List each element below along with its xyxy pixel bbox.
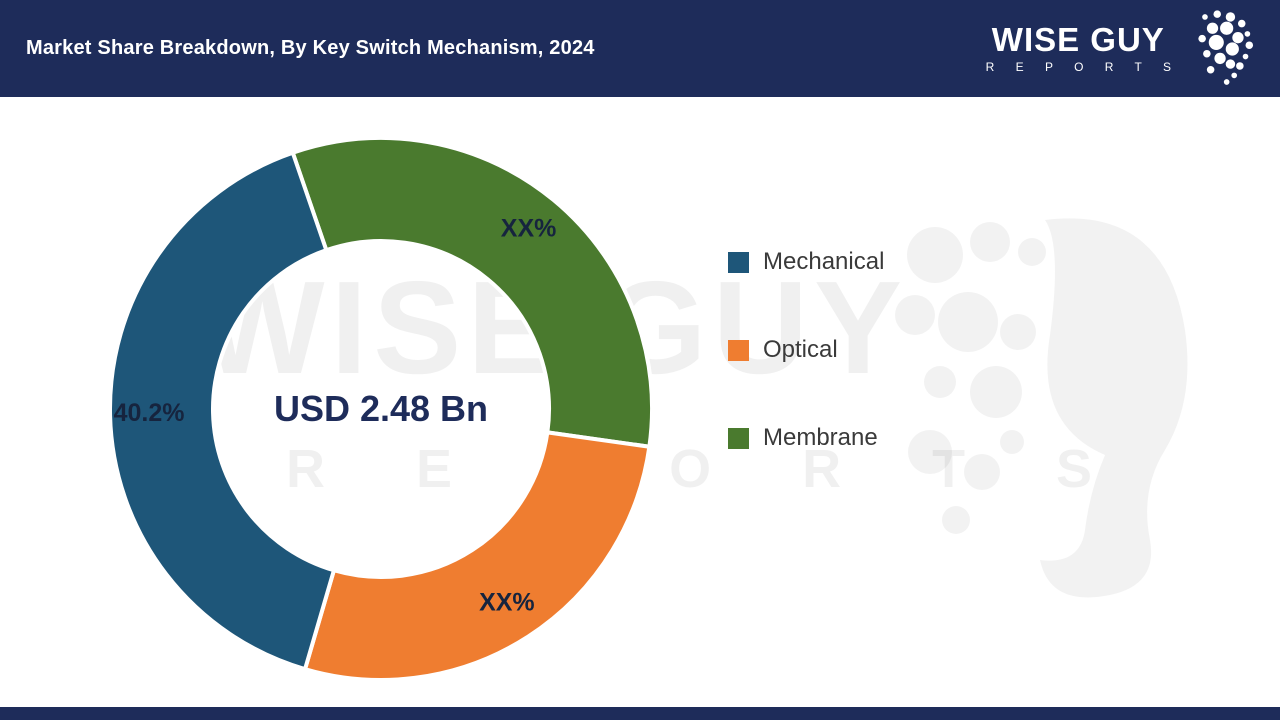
header-bar: Market Share Breakdown, By Key Switch Me… [0, 0, 1280, 97]
legend-swatch-membrane [728, 427, 749, 449]
pie-slice-optical [303, 430, 652, 682]
footer-bar [0, 707, 1280, 720]
legend-label-mechanical: Mechanical [763, 248, 885, 275]
legend-item-optical: Optical [728, 336, 884, 364]
slice-label-membrane: XX% [501, 215, 557, 243]
legend-swatch-mechanical [728, 251, 749, 273]
legend-item-membrane: Membrane [728, 424, 884, 452]
logo-head-dots-icon [1198, 9, 1254, 85]
logo-text: WISE GUY R E P O R T S [977, 23, 1180, 74]
background-head-watermark [895, 218, 1188, 598]
slice-label-optical: XX% [479, 588, 535, 616]
logo-wordmark: WISE GUY [991, 21, 1165, 58]
slice-label-mechanical: 40.2% [114, 399, 185, 427]
legend-label-membrane: Membrane [763, 424, 878, 451]
chart-center-value: USD 2.48 Bn [273, 388, 489, 429]
legend-swatch-optical [728, 339, 749, 361]
legend-label-optical: Optical [763, 336, 838, 363]
pie-slice-mechanical [108, 150, 336, 672]
legend-item-mechanical: Mechanical [728, 248, 884, 276]
pie-slice-membrane [290, 136, 654, 449]
chart-legend: Mechanical Optical Membrane [728, 248, 884, 452]
wise-guy-reports-logo: WISE GUY R E P O R T S [977, 7, 1254, 91]
page-title: Market Share Breakdown, By Key Switch Me… [26, 37, 595, 59]
logo-subtitle: R E P O R T S [985, 60, 1180, 74]
watermark-subtitle: R E P O R T S [286, 439, 1131, 499]
